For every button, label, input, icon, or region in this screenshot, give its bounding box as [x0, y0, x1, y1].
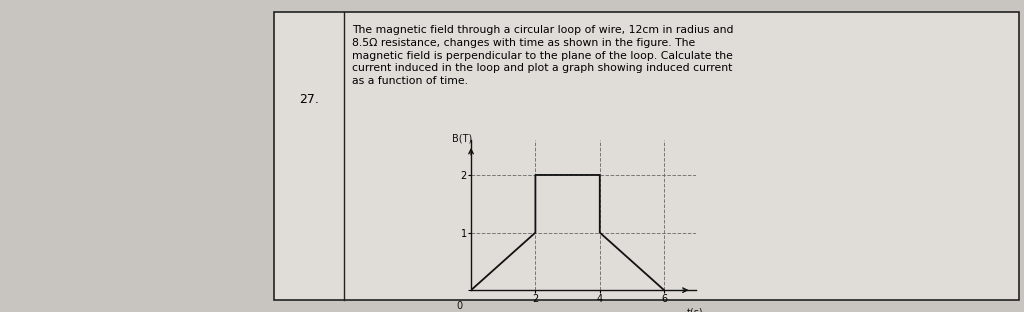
Text: 0: 0 — [457, 300, 463, 310]
Bar — [274, 12, 1019, 300]
Text: 27.: 27. — [299, 93, 319, 106]
Text: t(s): t(s) — [687, 307, 703, 312]
Text: The magnetic field through a circular loop of wire, 12cm in radius and
8.5Ω resi: The magnetic field through a circular lo… — [352, 25, 734, 86]
Text: B(T): B(T) — [452, 133, 472, 143]
